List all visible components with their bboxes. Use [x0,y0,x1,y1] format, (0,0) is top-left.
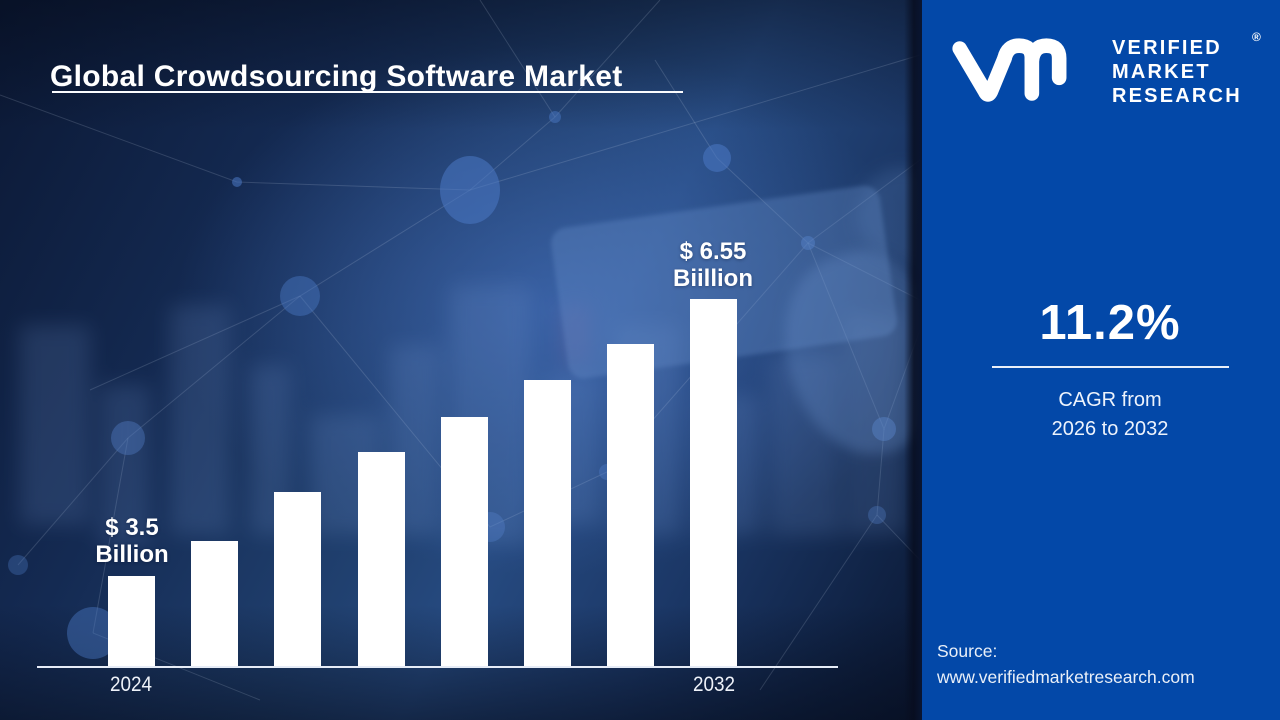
last-bar-value-label: $ 6.55 Biillion [673,238,753,292]
x-axis-line [37,666,838,668]
bar-2032 [690,299,737,668]
brand-panel: VERIFIED MARKET RESEARCH ® 11.2% CAGR fr… [922,0,1280,720]
cagr-caption: CAGR from 2026 to 2032 [1051,389,1169,440]
source-url: www.verifiedmarketresearch.com [937,667,1195,687]
first-bar-value-label: $ 3.5 Billion [95,514,169,568]
city-skyline-texture [0,265,915,610]
cagr-stat: 11.2% CAGR from 2026 to 2032 [931,292,1280,444]
bar-year-3 [274,492,321,668]
source-label: Source: [937,641,998,661]
bar-year-4 [358,452,405,668]
registered-trademark-icon: ® [1252,30,1261,44]
source-note: Source: www.verifiedmarketresearch.com [937,638,1195,690]
brand-name: VERIFIED MARKET RESEARCH [1112,37,1242,107]
bar-year-7 [607,344,654,668]
bar-year-2 [191,541,238,668]
chart-panel: Global Crowdsourcing Software Market 202… [0,0,922,720]
vmr-logo-icon [952,38,1067,102]
bar-year-6 [524,380,571,668]
title-underline [52,91,683,93]
x-axis-label-2024: 2024 [109,673,153,696]
cagr-value: 11.2% [1039,296,1181,350]
bar-year-5 [441,417,488,668]
page-title: Global Crowdsourcing Software Market [50,60,623,94]
panel-divider [904,0,922,720]
cagr-underline [991,366,1229,368]
x-axis-label-2032: 2032 [692,673,736,696]
bar-2024 [108,576,155,668]
